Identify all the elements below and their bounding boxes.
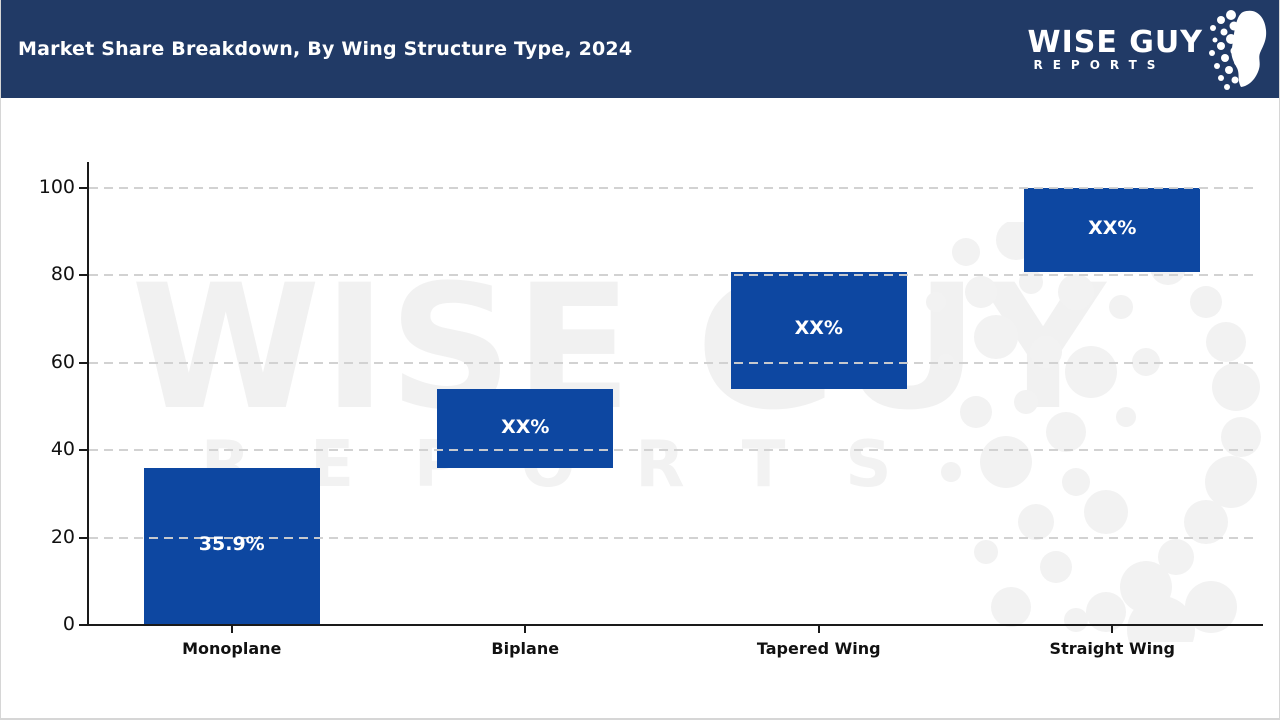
bar-label-tapered-wing: XX% [794, 317, 843, 340]
y-tick-0 [79, 624, 87, 626]
y-axis [87, 162, 89, 625]
gridline-40 [89, 449, 1259, 451]
y-tick-20 [79, 536, 87, 539]
bar-biplane [437, 389, 614, 468]
bar-straight-wing [1024, 187, 1201, 272]
wiseguy-logo: WISE GUY REPORTS [1027, 6, 1269, 92]
x-tick-label-tapered-wing: Tapered Wing [756, 639, 881, 658]
header-bar: Market Share Breakdown, By Wing Structur… [1, 0, 1279, 98]
gridline-20 [89, 536, 1259, 539]
logo-text: WISE GUY REPORTS [1027, 26, 1203, 72]
gridline-80 [89, 274, 1259, 276]
gridline-60 [89, 361, 1259, 364]
x-tick-label-monoplane: Monoplane [182, 639, 282, 658]
y-tick-label-20: 20 [50, 525, 75, 548]
logo-subtitle: REPORTS [1033, 57, 1166, 72]
bar-label-monoplane: 35.9% [198, 533, 265, 556]
gridline-100 [89, 186, 1259, 189]
y-tick-label-80: 80 [50, 263, 75, 285]
watermark-wordmark: WISE GUY [131, 247, 1108, 448]
x-tick-tapered-wing [817, 626, 820, 633]
x-tick-label-biplane: Biplane [491, 639, 560, 658]
bar-tapered-wing [730, 271, 907, 390]
bar-label-biplane: XX% [501, 415, 550, 438]
y-tick-60 [79, 361, 87, 364]
y-tick-label-0: 0 [62, 613, 75, 635]
x-tick-biplane [524, 626, 527, 633]
y-tick-label-60: 60 [50, 350, 75, 373]
x-tick-straight-wing [1111, 626, 1114, 633]
x-axis [87, 624, 1263, 626]
bar-monoplane [143, 467, 320, 625]
logo-wordmark: WISE GUY [1027, 24, 1203, 60]
x-tick-label-straight-wing: Straight Wing [1049, 639, 1175, 658]
wiseguy-head-icon [1209, 10, 1267, 90]
y-tick-label-40: 40 [50, 438, 75, 460]
y-tick-80 [79, 274, 87, 276]
x-tick-monoplane [230, 626, 233, 633]
y-tick-label-100: 100 [38, 175, 75, 198]
bar-label-straight-wing: XX% [1088, 216, 1137, 239]
y-tick-100 [79, 186, 87, 189]
y-tick-40 [79, 449, 87, 451]
chart-title: Market Share Breakdown, By Wing Structur… [18, 38, 633, 60]
